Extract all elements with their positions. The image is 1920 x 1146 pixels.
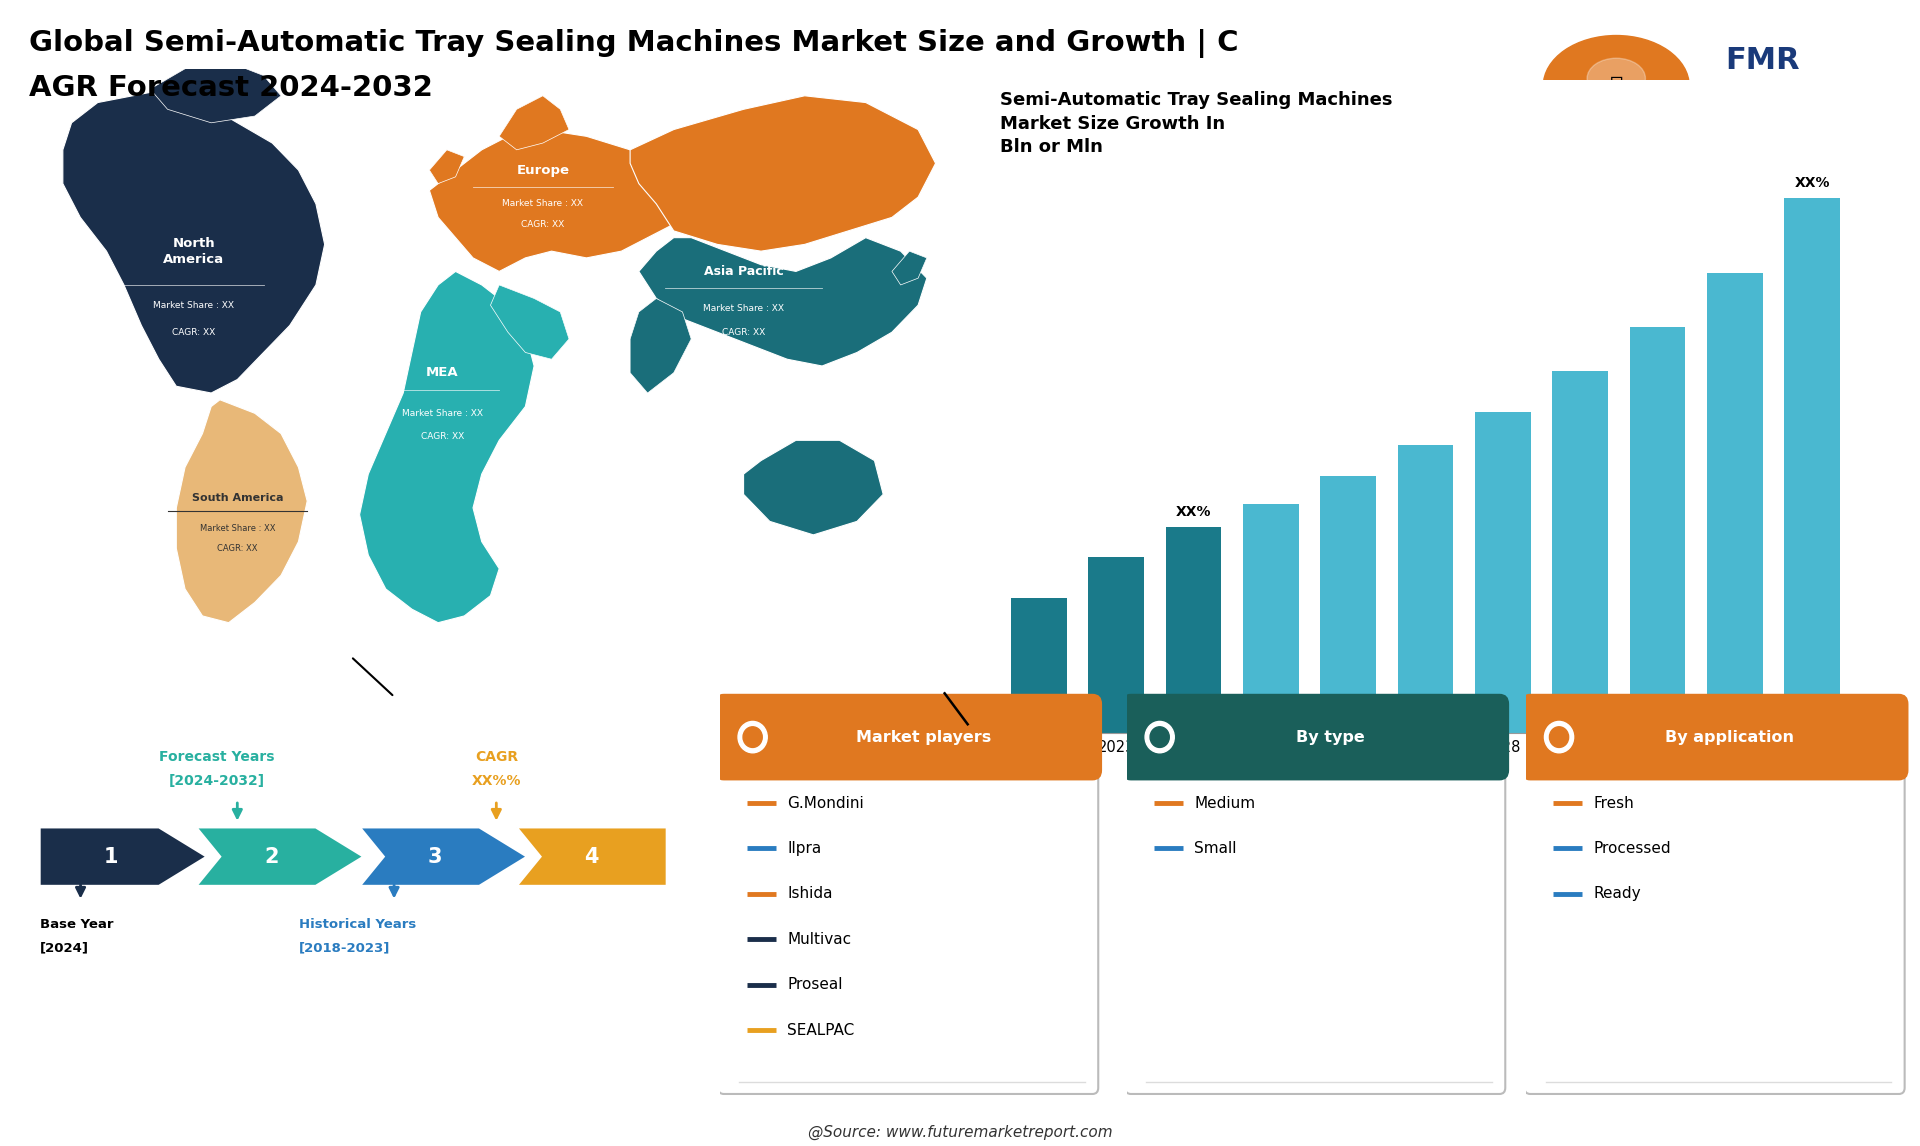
Text: Market Share : XX: Market Share : XX	[703, 304, 783, 313]
Polygon shape	[359, 827, 526, 886]
Text: By application: By application	[1665, 730, 1795, 745]
FancyBboxPatch shape	[1521, 693, 1908, 780]
Text: Historical Years: Historical Years	[300, 918, 417, 932]
Bar	[1242, 504, 1298, 733]
Text: Semi-Automatic Tray Sealing Machines
Market Size Growth In
Bln or Mln: Semi-Automatic Tray Sealing Machines Mar…	[1000, 91, 1392, 156]
Bar	[1321, 476, 1377, 733]
Circle shape	[1544, 36, 1690, 136]
Text: Ilpra: Ilpra	[787, 841, 822, 856]
Polygon shape	[359, 272, 534, 622]
Bar	[1165, 527, 1221, 733]
Text: AGR Forecast 2024-2032: AGR Forecast 2024-2032	[29, 74, 432, 102]
Text: SEALPAC: SEALPAC	[787, 1022, 854, 1037]
Text: Market Share : XX: Market Share : XX	[154, 300, 234, 309]
Text: XX%: XX%	[1795, 175, 1830, 190]
Text: CAGR: XX: CAGR: XX	[217, 544, 257, 552]
Bar	[1398, 446, 1453, 733]
Text: CAGR: XX: CAGR: XX	[520, 220, 564, 229]
Polygon shape	[630, 96, 935, 251]
Circle shape	[1544, 722, 1574, 753]
Polygon shape	[490, 285, 568, 359]
Text: Multivac: Multivac	[787, 932, 851, 947]
Polygon shape	[639, 237, 927, 366]
Text: FMR: FMR	[1726, 46, 1801, 76]
Text: Market Share : XX: Market Share : XX	[200, 524, 275, 533]
Text: 2: 2	[265, 847, 278, 866]
FancyBboxPatch shape	[1125, 772, 1505, 1094]
Text: Proseal: Proseal	[787, 978, 843, 992]
Circle shape	[743, 727, 762, 747]
Text: South America: South America	[192, 493, 282, 503]
Text: FUTURE MARKET REPORT: FUTURE MARKET REPORT	[1726, 99, 1836, 108]
Bar	[1784, 198, 1839, 733]
Text: Ishida: Ishida	[787, 886, 833, 902]
FancyBboxPatch shape	[1121, 693, 1509, 780]
Polygon shape	[430, 150, 465, 183]
Polygon shape	[150, 62, 280, 123]
Text: Europe: Europe	[516, 164, 570, 176]
Text: Base Year: Base Year	[40, 918, 113, 932]
Text: MEA: MEA	[426, 367, 459, 379]
Bar	[1012, 598, 1068, 733]
Polygon shape	[743, 440, 883, 535]
Text: Fresh: Fresh	[1594, 795, 1634, 810]
Circle shape	[1549, 727, 1569, 747]
Polygon shape	[196, 827, 363, 886]
Text: 3: 3	[428, 847, 442, 866]
Text: [2024-2032]: [2024-2032]	[169, 774, 265, 787]
Text: [2018-2023]: [2018-2023]	[300, 942, 390, 955]
Text: CAGR: XX: CAGR: XX	[173, 328, 215, 337]
Text: By type: By type	[1296, 730, 1365, 745]
Text: Market Share : XX: Market Share : XX	[503, 199, 584, 209]
Text: Market Share : XX: Market Share : XX	[401, 409, 484, 418]
Bar	[1707, 273, 1763, 733]
Text: G.Mondini: G.Mondini	[787, 795, 864, 810]
Text: [2024]: [2024]	[40, 942, 88, 955]
Bar	[1553, 371, 1609, 733]
Polygon shape	[228, 414, 273, 433]
Circle shape	[1588, 58, 1645, 99]
Polygon shape	[516, 827, 666, 886]
Polygon shape	[63, 89, 324, 393]
Text: CAGR: XX: CAGR: XX	[420, 432, 465, 441]
Bar	[1630, 327, 1686, 733]
Polygon shape	[177, 400, 307, 622]
Text: XX%: XX%	[1175, 504, 1212, 519]
Text: Medium: Medium	[1194, 795, 1256, 810]
Text: Global Semi-Automatic Tray Sealing Machines Market Size and Growth | C: Global Semi-Automatic Tray Sealing Machi…	[29, 29, 1238, 57]
Text: 🔍: 🔍	[1609, 76, 1622, 96]
Text: Asia Pacific: Asia Pacific	[705, 265, 783, 278]
Polygon shape	[430, 129, 691, 272]
Text: 1: 1	[104, 847, 119, 866]
Text: North
America: North America	[163, 237, 225, 266]
Polygon shape	[499, 96, 568, 150]
Polygon shape	[630, 298, 691, 393]
Circle shape	[737, 722, 768, 753]
Text: CAGR: XX: CAGR: XX	[722, 328, 766, 337]
Text: Market players: Market players	[856, 730, 991, 745]
FancyBboxPatch shape	[714, 693, 1102, 780]
Text: 4: 4	[584, 847, 599, 866]
Circle shape	[1144, 722, 1175, 753]
FancyBboxPatch shape	[1524, 772, 1905, 1094]
Bar	[1089, 557, 1144, 733]
Text: Small: Small	[1194, 841, 1236, 856]
Text: XX%%: XX%%	[472, 774, 520, 787]
FancyBboxPatch shape	[718, 772, 1098, 1094]
Polygon shape	[40, 827, 207, 886]
Circle shape	[1150, 727, 1169, 747]
Text: Forecast Years: Forecast Years	[159, 751, 275, 764]
Bar	[1475, 411, 1530, 733]
Polygon shape	[893, 251, 927, 285]
Text: CAGR: CAGR	[474, 751, 518, 764]
Text: Processed: Processed	[1594, 841, 1670, 856]
Text: @Source: www.futuremarketreport.com: @Source: www.futuremarketreport.com	[808, 1125, 1112, 1140]
Text: Ready: Ready	[1594, 886, 1642, 902]
